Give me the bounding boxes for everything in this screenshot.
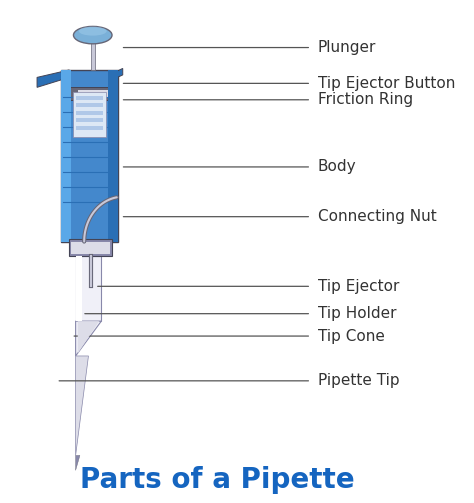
Polygon shape — [73, 93, 106, 137]
Polygon shape — [108, 70, 118, 241]
Polygon shape — [76, 455, 80, 470]
Polygon shape — [76, 126, 103, 130]
Text: Plunger: Plunger — [318, 40, 376, 55]
Polygon shape — [69, 239, 112, 257]
Text: Tip Holder: Tip Holder — [318, 306, 396, 321]
Polygon shape — [91, 42, 95, 70]
Text: Tip Ejector: Tip Ejector — [318, 279, 399, 294]
Polygon shape — [76, 356, 89, 455]
Polygon shape — [76, 111, 103, 115]
Polygon shape — [112, 68, 123, 80]
Polygon shape — [69, 88, 114, 100]
Polygon shape — [76, 118, 103, 122]
Text: Friction Ring: Friction Ring — [318, 92, 413, 107]
Polygon shape — [78, 90, 108, 97]
Text: Parts of a Pipette: Parts of a Pipette — [80, 466, 354, 494]
Text: Connecting Nut: Connecting Nut — [318, 209, 437, 224]
Polygon shape — [78, 321, 99, 354]
Polygon shape — [37, 70, 69, 88]
Ellipse shape — [79, 27, 107, 36]
Polygon shape — [76, 321, 101, 356]
Text: Tip Ejector Button: Tip Ejector Button — [318, 76, 455, 91]
Text: Body: Body — [318, 159, 356, 175]
Polygon shape — [61, 70, 71, 241]
Polygon shape — [76, 257, 82, 321]
Polygon shape — [76, 96, 103, 100]
Text: Pipette Tip: Pipette Tip — [318, 373, 399, 388]
Polygon shape — [71, 241, 110, 254]
Text: Tip Cone: Tip Cone — [318, 328, 384, 344]
Polygon shape — [61, 70, 118, 241]
Polygon shape — [76, 257, 101, 321]
Ellipse shape — [73, 26, 112, 44]
Polygon shape — [76, 103, 103, 107]
